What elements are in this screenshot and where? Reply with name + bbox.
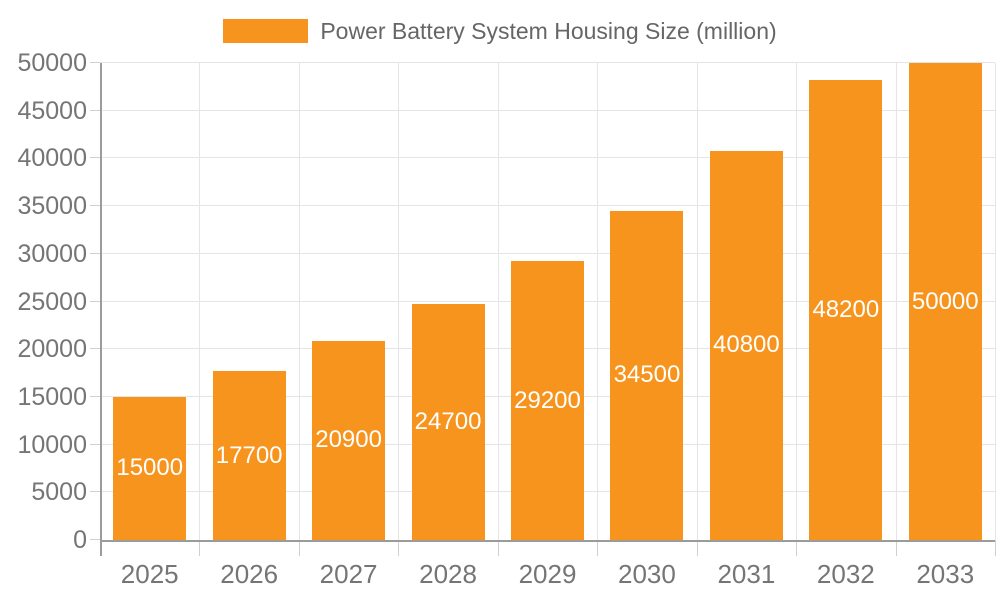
gridline-vertical (796, 63, 798, 540)
x-axis-label: 2033 (916, 559, 975, 589)
bar[interactable]: 17700 (212, 371, 286, 540)
gridline-vertical (597, 63, 599, 540)
y-axis-label: 10000 (17, 430, 87, 459)
y-tick (90, 443, 100, 445)
y-tick (90, 62, 100, 63)
y-tick (90, 348, 100, 350)
x-axis-line (100, 540, 995, 542)
x-axis-label: 2026 (220, 559, 279, 589)
gridline-horizontal (100, 62, 995, 63)
y-tick (90, 300, 100, 302)
legend-swatch (223, 19, 309, 43)
y-axis-label: 15000 (17, 382, 87, 411)
gridline-horizontal (100, 157, 995, 159)
gridline-vertical (895, 63, 897, 540)
gridline-vertical (497, 63, 499, 540)
x-tick (696, 540, 698, 556)
legend: Power Battery System Housing Size (milli… (0, 17, 1000, 45)
y-axis-label: 50000 (17, 49, 87, 77)
bar-value-label: 24700 (414, 408, 482, 436)
x-tick (597, 540, 599, 556)
y-axis-label: 0 (73, 526, 87, 554)
x-axis-label: 2032 (816, 559, 875, 589)
y-axis-line (100, 63, 102, 556)
bar[interactable]: 15000 (113, 396, 187, 540)
bar-value-label: 15000 (116, 454, 184, 482)
legend-label: Power Battery System Housing Size (milli… (320, 18, 777, 44)
x-axis-label: 2028 (419, 559, 477, 589)
bar[interactable]: 20900 (312, 340, 386, 540)
bar[interactable]: 50000 (908, 63, 982, 540)
gridline-vertical (298, 63, 300, 540)
x-tick (199, 540, 201, 556)
y-axis-label: 30000 (17, 239, 87, 268)
x-axis-label: 2027 (319, 559, 378, 589)
x-axis-label: 2030 (618, 559, 676, 589)
bar-value-label: 17700 (215, 441, 283, 469)
y-axis-label: 45000 (17, 96, 87, 125)
bar-value-label: 48200 (812, 296, 880, 324)
x-axis-label: 2031 (717, 559, 776, 589)
y-tick (90, 157, 100, 159)
x-tick (497, 540, 499, 556)
gridline-horizontal (100, 252, 995, 254)
x-tick (796, 540, 798, 556)
y-axis-label: 5000 (31, 478, 87, 507)
bar-value-label: 40800 (713, 331, 780, 359)
x-tick (995, 540, 996, 556)
x-axis-label: 2025 (120, 559, 179, 589)
y-axis-label: 35000 (17, 192, 87, 221)
y-tick (90, 109, 100, 111)
bar-value-label: 29200 (514, 386, 581, 414)
gridline-horizontal (100, 205, 995, 207)
bar-value-label: 50000 (911, 287, 979, 315)
gridline-horizontal (100, 109, 995, 111)
bar[interactable]: 24700 (411, 304, 485, 540)
y-tick (90, 205, 100, 207)
gridline-vertical (696, 63, 698, 540)
x-tick (298, 540, 300, 556)
gridline-vertical (995, 63, 996, 540)
y-axis-label: 25000 (17, 287, 87, 316)
bar[interactable]: 34500 (610, 210, 684, 540)
bar[interactable]: 48200 (809, 80, 883, 540)
bar-value-label: 20900 (315, 426, 382, 454)
bar[interactable]: 29200 (511, 261, 584, 540)
y-tick (90, 252, 100, 254)
legend-item[interactable]: Power Battery System Housing Size (milli… (223, 17, 777, 45)
y-axis-label: 20000 (17, 335, 87, 364)
y-axis-label: 40000 (17, 144, 87, 173)
bar-value-label: 34500 (613, 361, 681, 389)
gridline-vertical (398, 63, 400, 540)
x-axis-label: 2029 (518, 559, 577, 589)
bar[interactable]: 40800 (709, 150, 783, 540)
y-tick (90, 491, 100, 493)
x-tick (398, 540, 400, 556)
x-tick (895, 540, 897, 556)
gridline-vertical (199, 63, 201, 540)
y-tick (90, 395, 100, 397)
y-tick (90, 539, 100, 540)
